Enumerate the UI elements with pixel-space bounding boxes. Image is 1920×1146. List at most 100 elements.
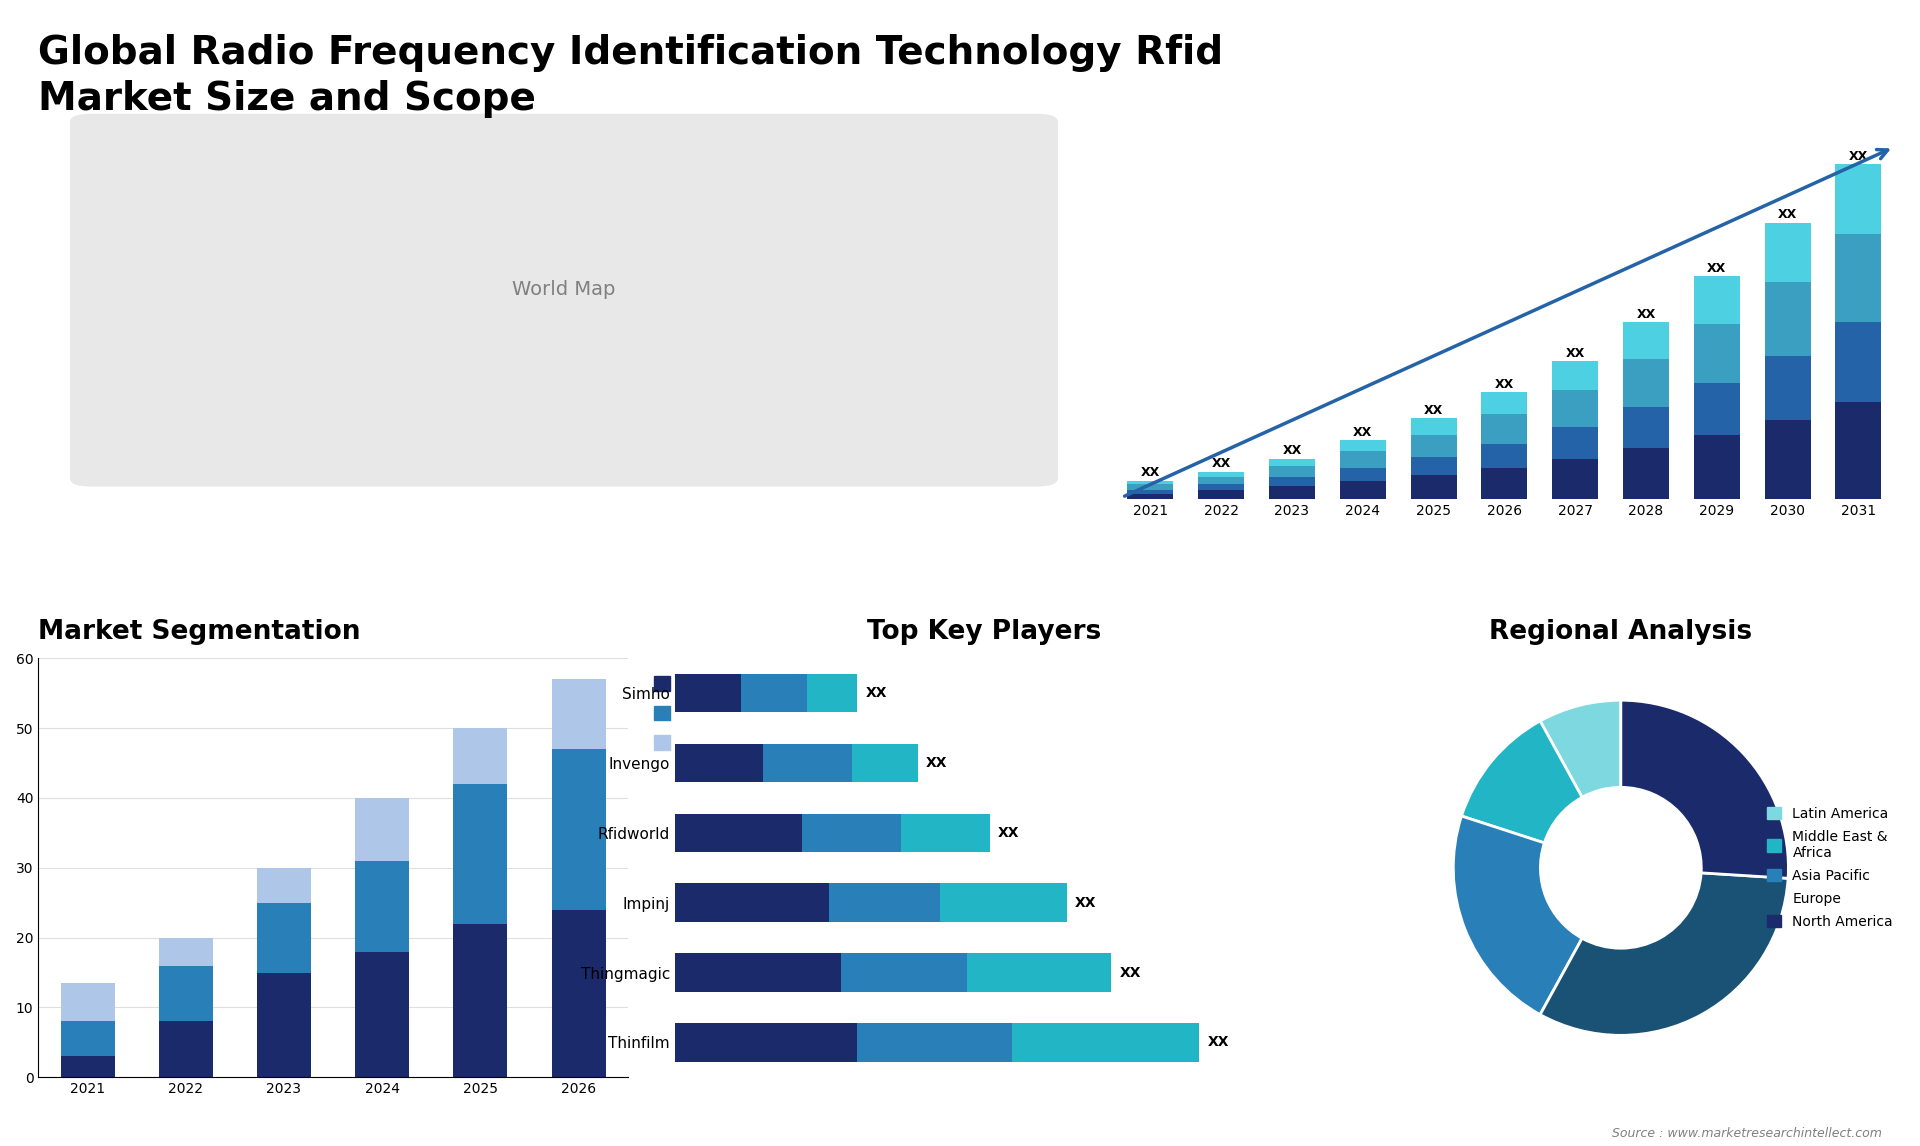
Bar [1482, 392, 1526, 415]
Bar [159, 966, 213, 1021]
Text: XX: XX [1565, 346, 1584, 360]
Wedge shape [1540, 873, 1788, 1035]
Bar [1340, 440, 1386, 452]
Bar [61, 983, 115, 1021]
Bar [1482, 468, 1526, 500]
Bar [852, 744, 918, 783]
Bar [1836, 164, 1882, 234]
Text: XX: XX [1496, 378, 1515, 391]
Bar [829, 884, 941, 921]
Bar [1622, 407, 1668, 448]
Text: XX: XX [1212, 457, 1231, 470]
FancyBboxPatch shape [69, 113, 1058, 487]
Bar [676, 814, 803, 853]
Bar [257, 973, 311, 1077]
Bar [355, 861, 409, 951]
Text: XX: XX [998, 826, 1020, 840]
Text: Global Radio Frequency Identification Technology Rfid
Market Size and Scope: Global Radio Frequency Identification Te… [38, 34, 1223, 118]
Bar [61, 1057, 115, 1077]
Bar [1198, 485, 1244, 490]
Text: XX: XX [1208, 1035, 1229, 1050]
Bar [1836, 322, 1882, 401]
Text: XX: XX [1707, 261, 1726, 275]
Wedge shape [1453, 816, 1582, 1014]
Bar [1340, 452, 1386, 468]
Text: XX: XX [1849, 149, 1868, 163]
Bar [1127, 480, 1173, 485]
Legend: Latin America, Middle East &
Africa, Asia Pacific, Europe, North America: Latin America, Middle East & Africa, Asi… [1763, 801, 1899, 934]
Bar [676, 744, 764, 783]
Text: XX: XX [866, 686, 887, 700]
Text: XX: XX [1778, 209, 1797, 221]
Bar [1198, 477, 1244, 485]
Bar [355, 798, 409, 861]
Text: XX: XX [1075, 896, 1096, 910]
Wedge shape [1461, 721, 1582, 843]
Wedge shape [1620, 700, 1788, 878]
Text: XX: XX [1425, 403, 1444, 417]
Bar [676, 1023, 856, 1061]
Bar [1551, 427, 1597, 458]
Bar [1482, 444, 1526, 468]
Legend: Application, Product, Geography: Application, Product, Geography [655, 675, 776, 753]
Bar [741, 674, 808, 713]
Bar [968, 953, 1112, 991]
Bar [1269, 466, 1315, 477]
Bar [1693, 276, 1740, 324]
Bar [803, 814, 900, 853]
Bar [551, 749, 605, 910]
Bar [1127, 494, 1173, 500]
Text: XX: XX [1283, 445, 1302, 457]
Bar [764, 744, 852, 783]
Text: XX: XX [1140, 466, 1160, 479]
Bar [1622, 359, 1668, 407]
Bar [1482, 415, 1526, 444]
Bar [1198, 490, 1244, 500]
Text: XX: XX [1636, 308, 1655, 321]
Bar [1622, 322, 1668, 359]
Bar [257, 868, 311, 903]
Bar [841, 953, 968, 991]
Title: Top Key Players: Top Key Players [868, 619, 1102, 645]
Bar [1693, 383, 1740, 434]
Bar [1764, 419, 1811, 500]
Bar [1622, 448, 1668, 500]
Text: World Map: World Map [513, 280, 616, 299]
Bar [257, 903, 311, 973]
Bar [1411, 457, 1457, 476]
Bar [1269, 477, 1315, 486]
Bar [808, 674, 856, 713]
Bar [1551, 361, 1597, 391]
Bar [551, 910, 605, 1077]
Text: Source : www.marketresearchintellect.com: Source : www.marketresearchintellect.com [1611, 1128, 1882, 1140]
Bar [159, 1021, 213, 1077]
Bar [355, 951, 409, 1077]
Bar [1340, 480, 1386, 500]
Bar [1836, 234, 1882, 322]
Bar [1551, 458, 1597, 500]
Bar [1127, 490, 1173, 494]
Wedge shape [1540, 700, 1620, 798]
Bar [941, 884, 1068, 921]
Bar [1198, 471, 1244, 477]
Bar [1411, 434, 1457, 457]
Text: XX: XX [1354, 425, 1373, 439]
Bar [1127, 485, 1173, 490]
Bar [61, 1021, 115, 1057]
Bar [1764, 282, 1811, 355]
Bar [1764, 223, 1811, 282]
Bar [453, 784, 507, 924]
Title: Regional Analysis: Regional Analysis [1490, 619, 1753, 645]
Bar [676, 674, 741, 713]
Bar [159, 937, 213, 966]
Bar [551, 680, 605, 749]
Bar [1411, 476, 1457, 500]
Text: XX: XX [925, 756, 948, 770]
Bar [900, 814, 989, 853]
Bar [1411, 418, 1457, 434]
Bar [453, 924, 507, 1077]
Text: Market Segmentation: Market Segmentation [38, 619, 361, 645]
Bar [676, 953, 841, 991]
Bar [1012, 1023, 1200, 1061]
Bar [1693, 324, 1740, 383]
